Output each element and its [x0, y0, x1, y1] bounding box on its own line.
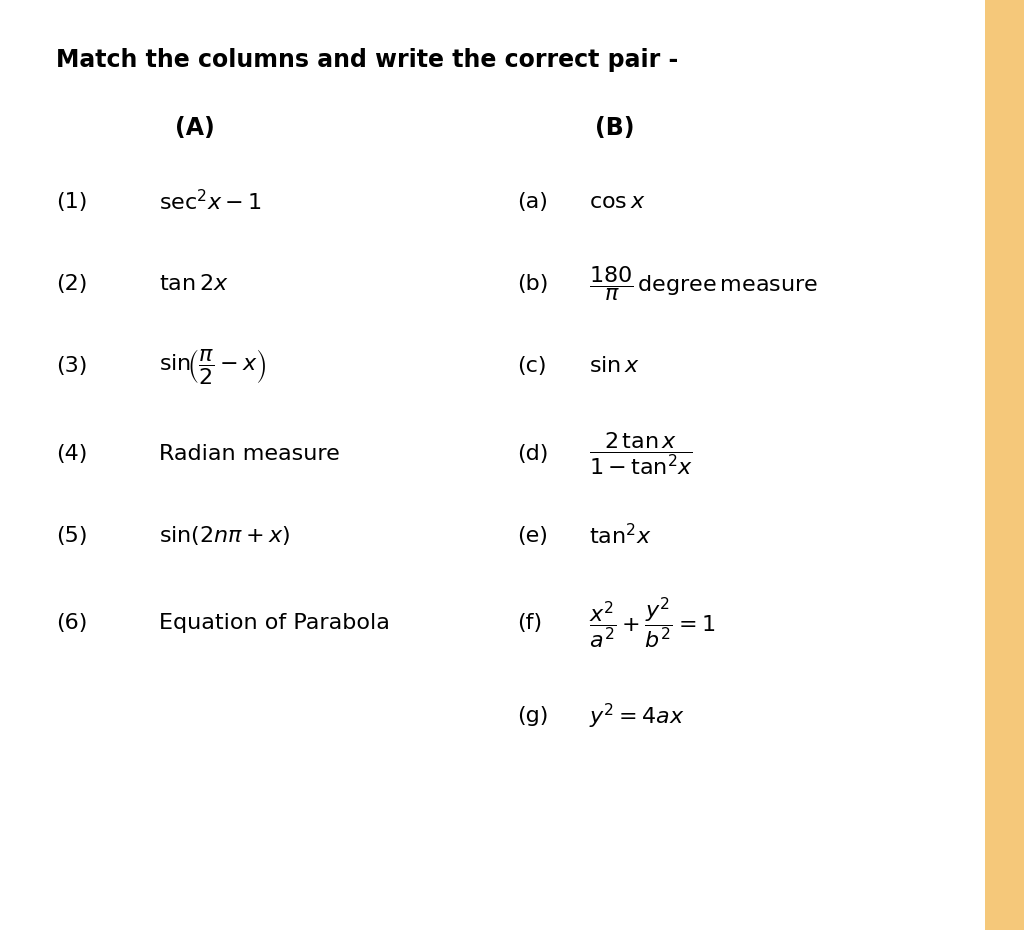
Text: (a): (a) — [517, 192, 548, 212]
Text: Radian measure: Radian measure — [159, 444, 340, 464]
Text: $\mathrm{sin}\!\left(\dfrac{\pi}{2} - x\right)$: $\mathrm{sin}\!\left(\dfrac{\pi}{2} - x\… — [159, 347, 266, 386]
Text: Match the columns and write the correct pair -: Match the columns and write the correct … — [56, 48, 679, 73]
Text: $\mathrm{sec}^2x - 1$: $\mathrm{sec}^2x - 1$ — [159, 189, 261, 215]
Text: $\mathrm{tan}^2 x$: $\mathrm{tan}^2 x$ — [589, 523, 651, 549]
Text: (b): (b) — [517, 273, 549, 294]
Text: (B): (B) — [595, 116, 634, 140]
Text: (2): (2) — [56, 273, 88, 294]
Text: $\mathrm{tan}\,2x$: $\mathrm{tan}\,2x$ — [159, 273, 228, 294]
Text: $\dfrac{2\,\mathrm{tan}\,x}{1 - \mathrm{tan}^2 x}$: $\dfrac{2\,\mathrm{tan}\,x}{1 - \mathrm{… — [589, 431, 693, 477]
Text: $\mathrm{cos}\,x$: $\mathrm{cos}\,x$ — [589, 192, 645, 212]
Text: (1): (1) — [56, 192, 88, 212]
Text: (e): (e) — [517, 525, 548, 546]
Text: (A): (A) — [175, 116, 214, 140]
Text: (f): (f) — [517, 613, 543, 633]
Text: (g): (g) — [517, 706, 549, 726]
Text: $y^2 = 4ax$: $y^2 = 4ax$ — [589, 701, 684, 731]
Text: (6): (6) — [56, 613, 88, 633]
Text: $\mathrm{sin}(2n\pi + x)$: $\mathrm{sin}(2n\pi + x)$ — [159, 525, 290, 547]
Text: (5): (5) — [56, 525, 88, 546]
Text: (3): (3) — [56, 356, 88, 377]
Text: Equation of Parabola: Equation of Parabola — [159, 613, 389, 633]
Text: (c): (c) — [517, 356, 547, 377]
Text: $\dfrac{x^2}{a^2} + \dfrac{y^2}{b^2} = 1$: $\dfrac{x^2}{a^2} + \dfrac{y^2}{b^2} = 1… — [589, 595, 715, 651]
Text: (4): (4) — [56, 444, 88, 464]
Text: (d): (d) — [517, 444, 549, 464]
Text: $\mathrm{sin}\,x$: $\mathrm{sin}\,x$ — [589, 356, 640, 377]
Text: $\dfrac{180}{\pi}\,\mathrm{degree\,measure}$: $\dfrac{180}{\pi}\,\mathrm{degree\,measu… — [589, 264, 818, 303]
